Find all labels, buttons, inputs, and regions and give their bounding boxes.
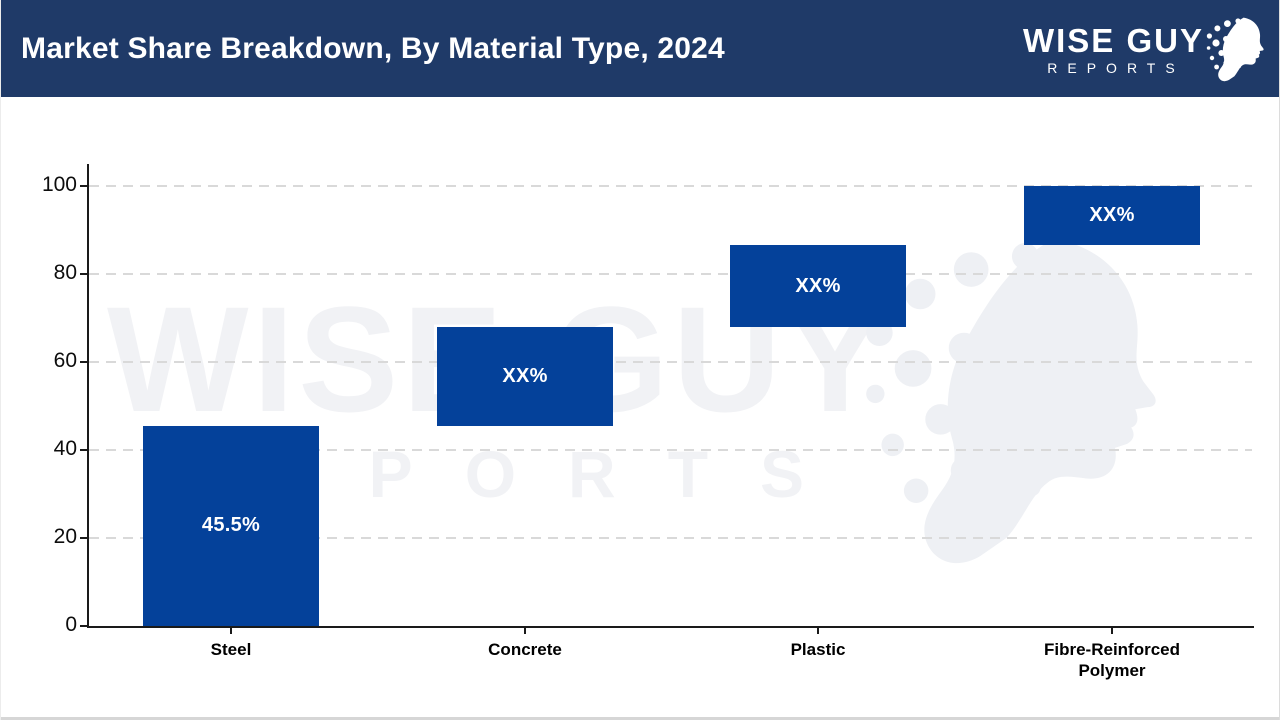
logo-brand-subtext: REPORTS xyxy=(1047,59,1185,76)
x-tick-label: Concrete xyxy=(488,640,562,659)
y-tick-mark xyxy=(80,273,87,275)
gridline xyxy=(89,449,1252,451)
gridline xyxy=(89,185,1252,187)
gridline xyxy=(89,361,1252,363)
x-tick-label: Plastic xyxy=(790,640,846,659)
y-tick-label: 80 xyxy=(53,261,77,284)
gridline xyxy=(89,537,1252,539)
bottom-border-line xyxy=(1,717,1279,720)
x-tick-mark xyxy=(1111,628,1113,634)
bar-value-label: 45.5% xyxy=(201,514,261,537)
bar-value-label: XX% xyxy=(795,274,841,297)
x-tick-mark xyxy=(817,628,819,634)
y-tick-label: 0 xyxy=(65,613,77,636)
logo-text-block: WISE GUY REPORTS xyxy=(1023,24,1204,76)
x-tick-mark xyxy=(230,628,232,634)
chart-title: Market Share Breakdown, By Material Type… xyxy=(21,31,725,65)
bar-value-label: XX% xyxy=(502,364,548,387)
bar-concrete: XX% xyxy=(437,326,613,426)
y-tick-mark xyxy=(80,185,87,187)
y-tick-label: 60 xyxy=(53,349,77,372)
y-axis-line xyxy=(87,164,89,628)
header-bar: Market Share Breakdown, By Material Type… xyxy=(1,0,1279,97)
x-tick-label: Fibre-Reinforced Polymer xyxy=(1043,640,1181,680)
bar-value-label: XX% xyxy=(1089,204,1135,227)
bar-plastic: XX% xyxy=(730,245,906,327)
gridline xyxy=(89,273,1252,275)
wiseguy-logo: WISE GUY REPORTS xyxy=(1023,6,1267,92)
x-axis-line xyxy=(87,626,1254,628)
y-tick-mark xyxy=(80,361,87,363)
bar-fibre-reinforced-polymer: XX% xyxy=(1024,186,1200,246)
y-tick-mark xyxy=(80,625,87,627)
y-tick-label: 40 xyxy=(53,437,77,460)
bar-steel: 45.5% xyxy=(143,425,319,626)
logo-brand-text: WISE GUY xyxy=(1022,22,1204,60)
dotted-head-profile-icon xyxy=(1205,11,1267,87)
x-tick-mark xyxy=(524,628,526,634)
y-tick-mark xyxy=(80,537,87,539)
y-tick-label: 20 xyxy=(53,525,77,548)
y-tick-mark xyxy=(80,449,87,451)
y-tick-label: 100 xyxy=(41,173,77,196)
x-tick-label: Steel xyxy=(210,640,252,659)
